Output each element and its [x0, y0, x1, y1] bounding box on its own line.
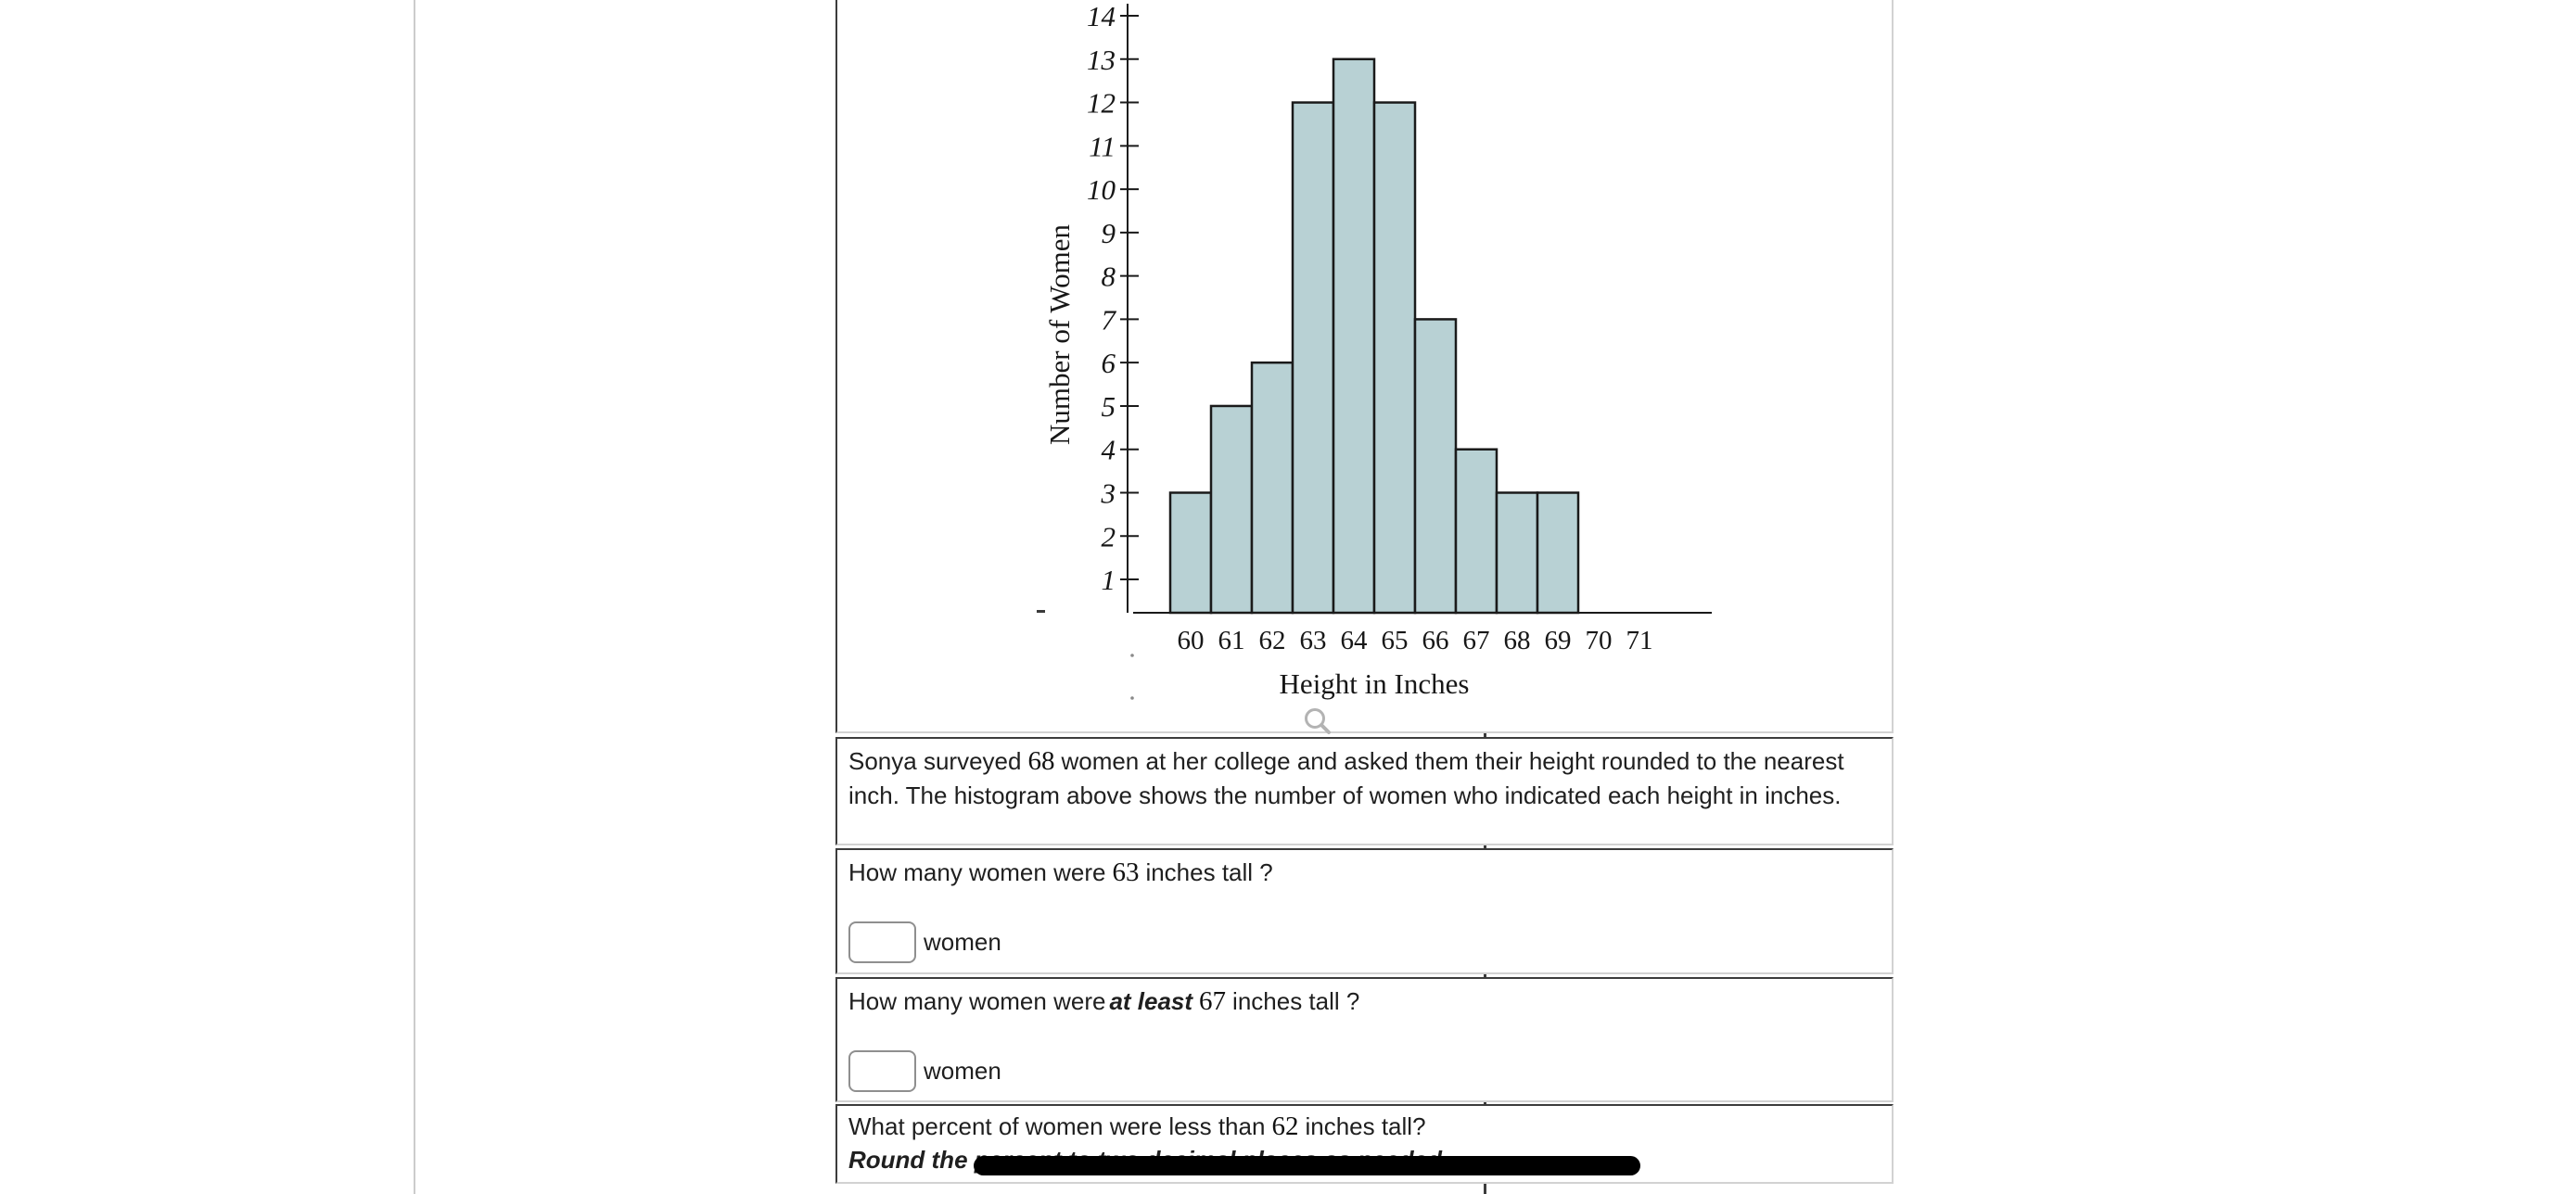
q2-answer-input[interactable] — [848, 1050, 916, 1092]
q1-text-post: inches tall ? — [1145, 858, 1273, 886]
q2-text-post: inches tall ? — [1232, 987, 1360, 1015]
q2-unit-label: women — [924, 1057, 1001, 1085]
svg-text:69: 69 — [1545, 626, 1572, 655]
svg-text:14: 14 — [1087, 0, 1116, 32]
q3-text-post: inches tall? — [1305, 1112, 1426, 1140]
question2-text: How many women were at least 67 inches tall… — [837, 979, 1892, 1019]
svg-text:1: 1 — [1102, 564, 1116, 596]
svg-text:60: 60 — [1178, 626, 1205, 655]
svg-text:68: 68 — [1504, 626, 1531, 655]
zoom-button[interactable] — [1302, 705, 1333, 737]
content-column: 1 2 3 4 5 6 7 8 9 10 11 12 13 14 60 61 62 63 64 65 66 67 68 69 7… — [414, 0, 1894, 1194]
q1-text-pre: How many women were — [848, 858, 1106, 886]
svg-text:62: 62 — [1259, 626, 1286, 655]
intro-text-post: women at her college and asked them thei… — [848, 747, 1844, 809]
svg-text:3: 3 — [1101, 476, 1116, 509]
svg-text:64: 64 — [1341, 626, 1369, 655]
intro-panel: Sonya surveyed 68 women at her college and… — [835, 737, 1894, 845]
svg-text:67: 67 — [1463, 626, 1490, 655]
chart-panel: 1 2 3 4 5 6 7 8 9 10 11 12 13 14 60 61 62 63 64 65 66 67 68 69 7… — [835, 0, 1894, 733]
q1-unit-label: women — [924, 928, 1001, 956]
math-number: 68 — [1027, 746, 1055, 776]
svg-text:66: 66 — [1422, 626, 1449, 655]
svg-text:13: 13 — [1087, 44, 1116, 76]
question2-panel: How many women were at least 67 inches tall… — [835, 977, 1894, 1102]
q2-emphasis: at least — [1109, 987, 1193, 1015]
svg-text:9: 9 — [1102, 217, 1116, 249]
q2-answer-row: women — [848, 1050, 1892, 1092]
svg-text:8: 8 — [1102, 260, 1116, 293]
svg-text:7: 7 — [1102, 303, 1117, 336]
svg-text:70: 70 — [1586, 626, 1613, 655]
redaction-bar — [974, 1156, 1640, 1175]
q1-answer-row: women — [848, 921, 1892, 963]
magnifier-icon — [1305, 708, 1331, 734]
svg-text:11: 11 — [1089, 130, 1116, 162]
q2-text-pre: How many women were — [848, 987, 1106, 1015]
question1-panel: How many women were 63 inches tall ? women — [835, 848, 1894, 974]
svg-text:63: 63 — [1300, 626, 1327, 655]
svg-text:6: 6 — [1102, 347, 1116, 379]
math-number: 63 — [1112, 857, 1140, 887]
svg-text:2: 2 — [1102, 520, 1116, 553]
svg-text:61: 61 — [1218, 626, 1245, 655]
intro-text-pre: Sonya surveyed — [848, 747, 1022, 775]
q3-text-pre: What percent of women were less than — [848, 1112, 1266, 1140]
svg-text:4: 4 — [1102, 434, 1116, 466]
question1-text: How many women were 63 inches tall ? — [837, 850, 1892, 890]
svg-text:65: 65 — [1382, 626, 1409, 655]
math-number: 62 — [1271, 1111, 1299, 1141]
math-number: 67 — [1199, 986, 1227, 1016]
svg-text:Height in Inches: Height in Inches — [1280, 667, 1470, 700]
svg-text:Number of Women: Number of Women — [1043, 224, 1076, 445]
intro-text: Sonya surveyed 68 women at her college and… — [837, 739, 1892, 813]
svg-text:71: 71 — [1626, 626, 1653, 655]
svg-text:12: 12 — [1087, 87, 1116, 120]
q1-answer-input[interactable] — [848, 921, 916, 963]
svg-text:5: 5 — [1102, 390, 1116, 423]
svg-text:10: 10 — [1087, 173, 1116, 206]
